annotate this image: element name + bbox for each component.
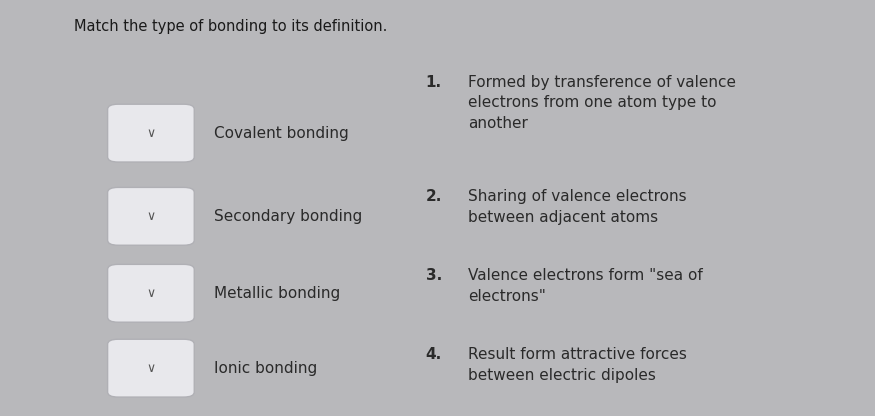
Text: Match the type of bonding to its definition.: Match the type of bonding to its definit…: [74, 19, 388, 34]
Text: 3.: 3.: [425, 268, 442, 283]
Text: Valence electrons form "sea of
electrons": Valence electrons form "sea of electrons…: [468, 268, 703, 304]
Text: 2.: 2.: [425, 189, 442, 204]
Text: ∨: ∨: [146, 126, 156, 140]
Text: ∨: ∨: [146, 210, 156, 223]
Text: 1.: 1.: [426, 75, 442, 90]
Text: Result form attractive forces
between electric dipoles: Result form attractive forces between el…: [468, 347, 687, 383]
Text: Metallic bonding: Metallic bonding: [214, 286, 340, 301]
FancyBboxPatch shape: [108, 187, 194, 245]
Text: ∨: ∨: [146, 362, 156, 375]
Text: Secondary bonding: Secondary bonding: [214, 209, 362, 224]
Text: 4.: 4.: [425, 347, 442, 362]
FancyBboxPatch shape: [108, 104, 194, 162]
FancyBboxPatch shape: [108, 265, 194, 322]
Text: Ionic bonding: Ionic bonding: [214, 361, 318, 376]
Text: Formed by transference of valence
electrons from one atom type to
another: Formed by transference of valence electr…: [468, 75, 736, 131]
FancyBboxPatch shape: [108, 339, 194, 397]
Text: ∨: ∨: [146, 287, 156, 300]
Text: Covalent bonding: Covalent bonding: [214, 126, 349, 141]
Text: Sharing of valence electrons
between adjacent atoms: Sharing of valence electrons between adj…: [468, 189, 687, 225]
